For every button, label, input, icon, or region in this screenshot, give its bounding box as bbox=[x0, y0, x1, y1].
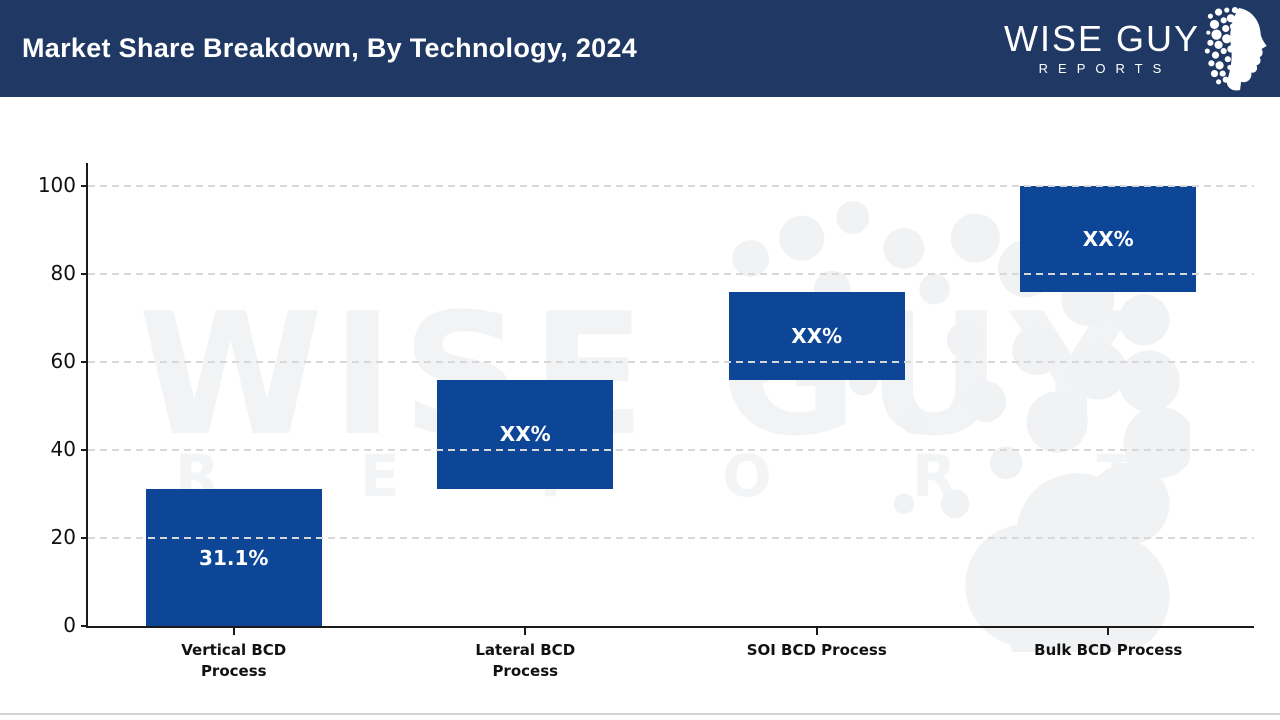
logo-subtitle: REPORTS bbox=[1038, 61, 1172, 76]
y-tick-mark bbox=[81, 273, 88, 275]
y-tick-mark bbox=[81, 361, 88, 363]
gridline-y40 bbox=[88, 449, 1254, 451]
gridline-y60 bbox=[88, 361, 1254, 363]
page-title: Market Share Breakdown, By Technology, 2… bbox=[22, 33, 638, 63]
y-axis-line bbox=[86, 163, 88, 628]
gridline-y20 bbox=[88, 537, 1254, 539]
bar-value-label: XX% bbox=[499, 422, 551, 447]
waterfall-chart: WISE GUY R E P O R T S 0 20 40 60 80 100 31.1%… bbox=[0, 97, 1280, 720]
y-tick-mark bbox=[81, 625, 88, 627]
bar-value-label: 31.1% bbox=[199, 545, 269, 570]
y-tick-mark bbox=[81, 537, 88, 539]
y-tick-mark bbox=[81, 449, 88, 451]
bottom-divider bbox=[0, 713, 1280, 715]
bar-value-label: XX% bbox=[791, 323, 843, 348]
watermark-wordmark: WISE GUY bbox=[138, 277, 1141, 473]
y-tick-label: 0 bbox=[63, 613, 76, 637]
y-tick-label: 40 bbox=[50, 437, 76, 461]
header-banner: Market Share Breakdown, By Technology, 2… bbox=[0, 0, 1280, 97]
bar-lateral-bcd-process: XX% bbox=[437, 379, 614, 490]
wise-guy-reports-logo: WISE GUY REPORTS bbox=[1004, 6, 1280, 92]
gridline-y100 bbox=[88, 185, 1254, 187]
x-axis-line bbox=[86, 626, 1254, 628]
y-tick-label: 60 bbox=[50, 349, 76, 373]
x-tick-mark bbox=[524, 628, 527, 635]
dotted-head-logo-icon bbox=[1204, 6, 1267, 90]
x-tick-mark bbox=[815, 628, 818, 635]
y-tick-mark bbox=[81, 185, 88, 187]
x-tick-mark bbox=[1107, 628, 1110, 635]
bar-bulk-bcd-process: XX% bbox=[1020, 186, 1197, 292]
gridline-y80 bbox=[88, 273, 1254, 275]
x-tick-mark bbox=[232, 628, 235, 635]
bar-vertical-bcd-process: 31.1% bbox=[145, 489, 322, 626]
x-tick-label: SOI BCD Process bbox=[746, 641, 887, 659]
logo-text: WISE GUY REPORTS bbox=[1003, 18, 1200, 77]
bar-soi-bcd-process: XX% bbox=[728, 291, 905, 380]
y-tick-label: 100 bbox=[37, 173, 76, 197]
watermark-dotted-head bbox=[732, 201, 1190, 652]
x-tick-label: Vertical BCD Process bbox=[181, 641, 287, 680]
logo-wordmark: WISE GUY bbox=[1003, 18, 1200, 59]
x-tick-label: Bulk BCD Process bbox=[1034, 641, 1183, 659]
x-tick-label: Lateral BCD Process bbox=[475, 641, 576, 680]
y-tick-label: 80 bbox=[50, 261, 76, 285]
y-tick-label: 20 bbox=[50, 525, 76, 549]
bar-value-label: XX% bbox=[1082, 226, 1134, 251]
